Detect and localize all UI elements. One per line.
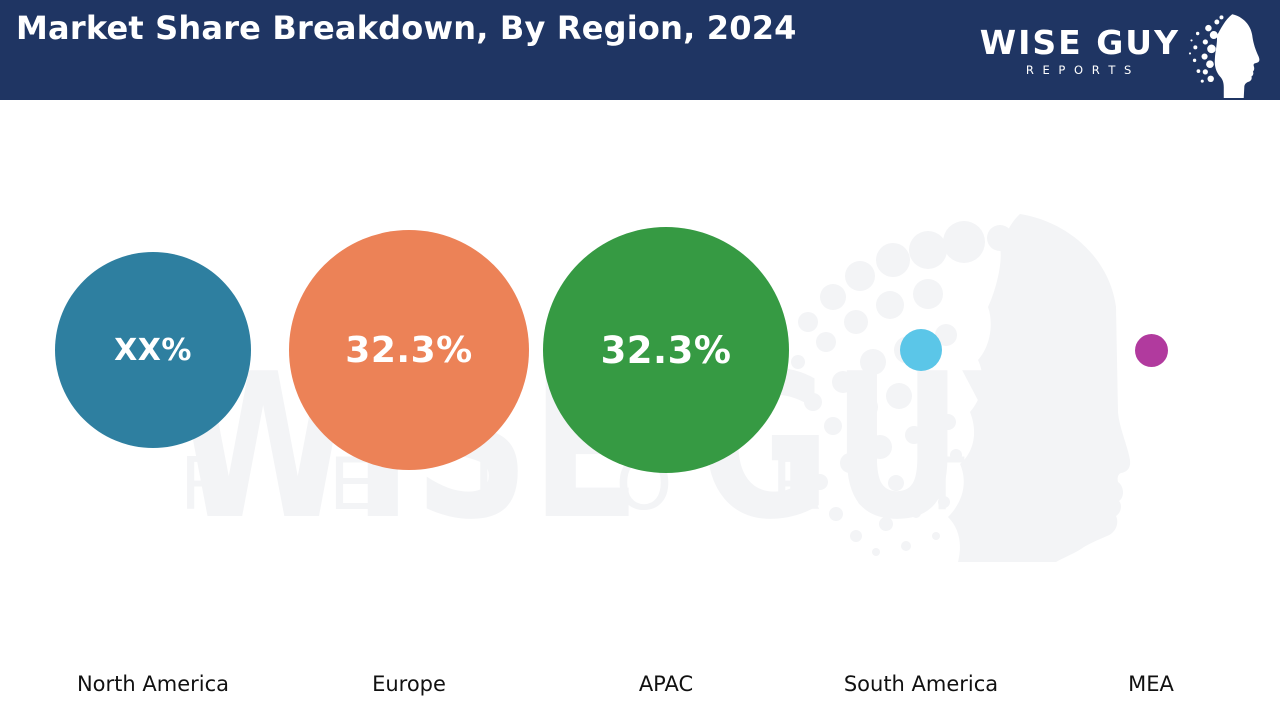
- bubble-mea[interactable]: [1134, 333, 1168, 367]
- category-label-north-america: North America: [76, 672, 230, 696]
- category-label-europe: Europe: [372, 672, 446, 696]
- bubble-value-label: XX%: [114, 332, 192, 368]
- bubble-south-america[interactable]: [900, 329, 942, 371]
- brand-wordmark: WISE GUY R E P O R T S: [980, 26, 1180, 77]
- category-label-mea: MEA: [1128, 672, 1174, 696]
- bubble-europe[interactable]: 32.3%: [289, 230, 529, 470]
- bubble-north-america[interactable]: XX%: [55, 252, 251, 448]
- bubble-chart: XX% North America 32.3% Europe 32.3% APAC Sout…: [0, 100, 1280, 720]
- category-label-apac: APAC: [638, 672, 694, 696]
- bubble-value-label: 32.3%: [600, 328, 732, 372]
- category-label-south-america: South America: [843, 672, 999, 696]
- bubble-value-label: 32.3%: [345, 329, 473, 371]
- brand-name: WISE GUY: [979, 23, 1180, 62]
- logo-head-icon: [1188, 14, 1260, 98]
- bubble-apac[interactable]: 32.3%: [543, 227, 789, 473]
- brand-subtitle: R E P O R T S: [1025, 63, 1134, 77]
- header: Market Share Breakdown, By Region, 2024 …: [0, 0, 1280, 100]
- brand-logo: WISE GUY R E P O R T S: [980, 12, 1262, 98]
- page-title: Market Share Breakdown, By Region, 2024: [16, 9, 797, 47]
